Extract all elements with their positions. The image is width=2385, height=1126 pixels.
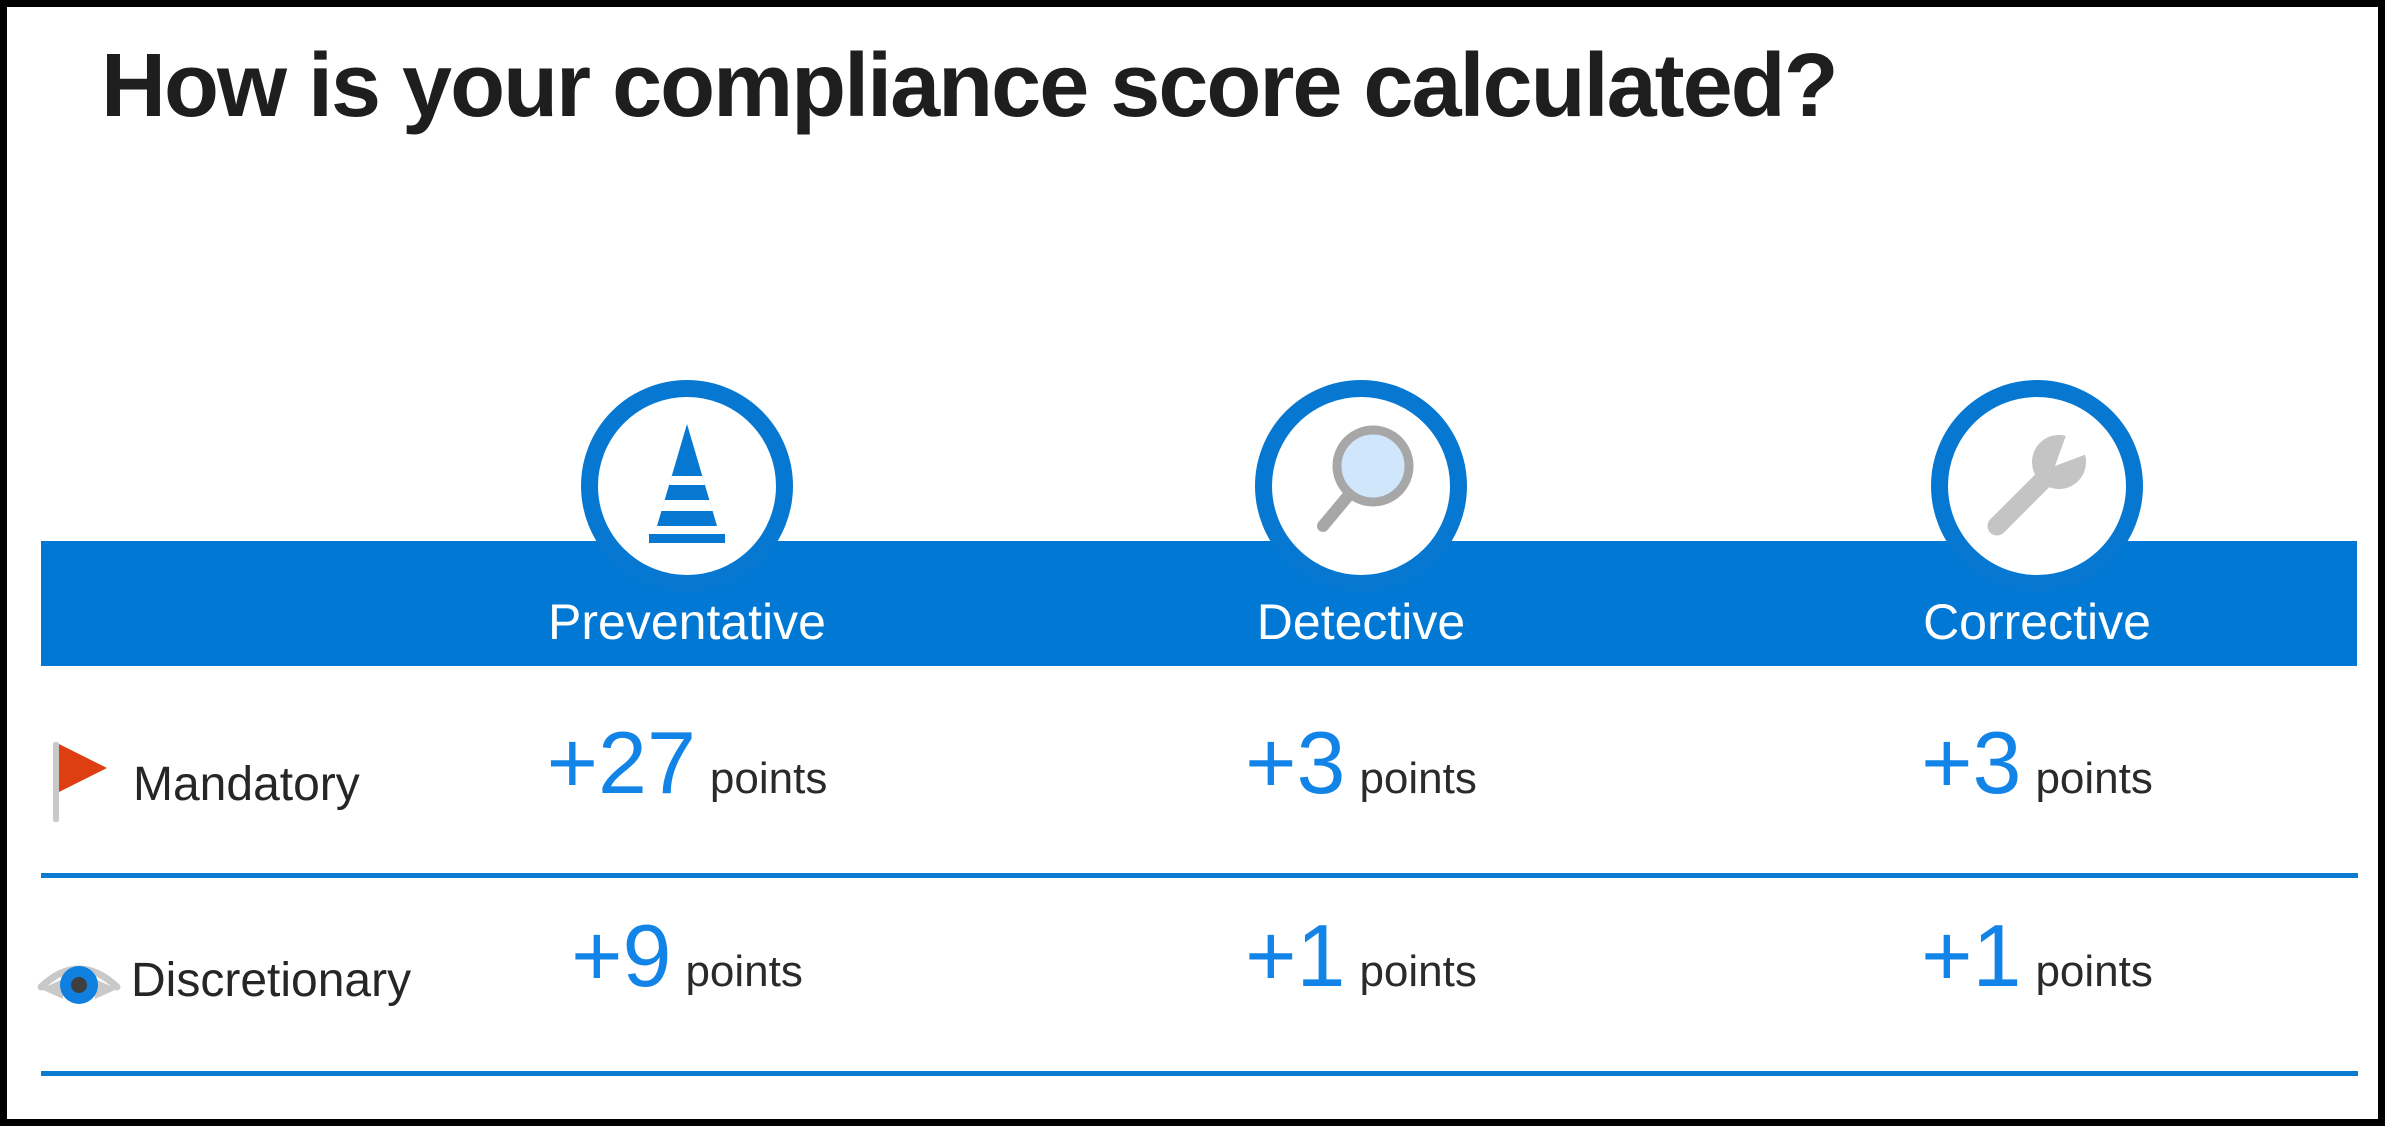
page-title: How is your compliance score calculated? bbox=[101, 36, 1839, 136]
row-divider bbox=[41, 873, 2358, 878]
score-unit: points bbox=[2035, 947, 2153, 996]
score-unit: points bbox=[685, 947, 803, 996]
row-label-text: Discretionary bbox=[131, 954, 412, 1007]
score-unit: points bbox=[1359, 947, 1477, 996]
preventative-circle bbox=[581, 380, 793, 592]
value-mandatory-corrective: +3 points bbox=[1777, 719, 2297, 807]
score-number: +9 bbox=[571, 906, 672, 1005]
score-unit: points bbox=[709, 754, 828, 803]
score-number: +3 bbox=[1245, 713, 1346, 812]
traffic-cone-icon bbox=[617, 414, 757, 559]
detective-circle bbox=[1255, 380, 1467, 592]
value-discretionary-corrective: +1 points bbox=[1777, 912, 2297, 1000]
row-label-text: Mandatory bbox=[133, 758, 360, 811]
flag-icon bbox=[51, 740, 111, 829]
score-unit: points bbox=[1359, 754, 1477, 803]
value-discretionary-detective: +1 points bbox=[1101, 912, 1621, 1000]
column-header-preventative: Preventative bbox=[548, 594, 826, 650]
magnifier-icon bbox=[1291, 414, 1431, 559]
row-divider bbox=[41, 1071, 2358, 1076]
score-number: +1 bbox=[1245, 906, 1346, 1005]
corrective-circle bbox=[1931, 380, 2143, 592]
score-number: +3 bbox=[1921, 713, 2022, 812]
column-header-corrective: Corrective bbox=[1923, 594, 2151, 650]
value-mandatory-detective: +3 points bbox=[1101, 719, 1621, 807]
value-mandatory-preventative: +27 points bbox=[427, 719, 947, 807]
score-number: +27 bbox=[546, 713, 696, 812]
row-label-mandatory: Mandatory bbox=[51, 740, 360, 829]
score-number: +1 bbox=[1921, 906, 2022, 1005]
value-discretionary-preventative: +9 points bbox=[427, 912, 947, 1000]
eye-icon bbox=[35, 949, 123, 1012]
column-header-detective: Detective bbox=[1256, 594, 1466, 650]
score-unit: points bbox=[2035, 754, 2153, 803]
row-label-discretionary: Discretionary bbox=[35, 949, 411, 1012]
wrench-icon bbox=[1967, 409, 2111, 559]
